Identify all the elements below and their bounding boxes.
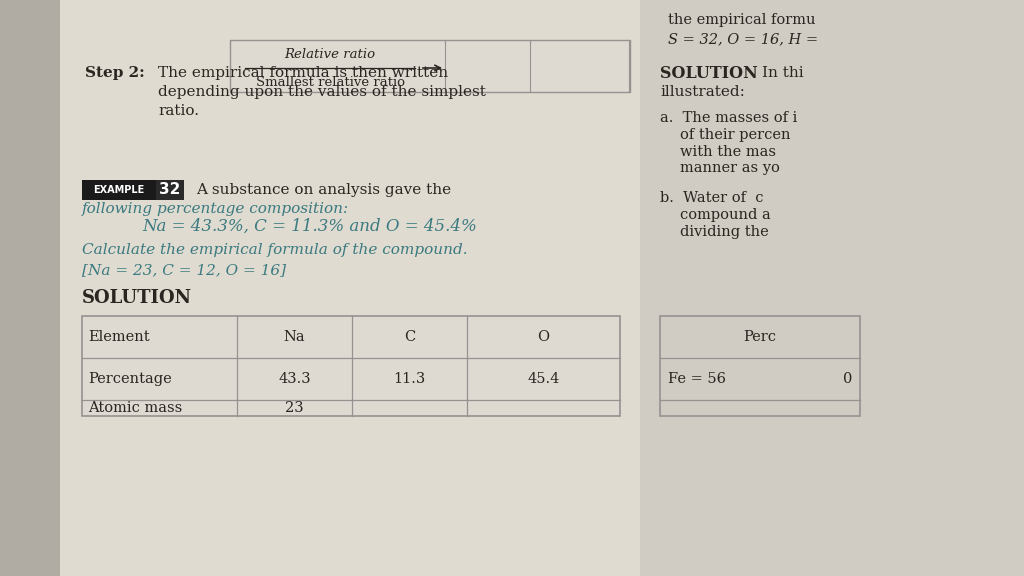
- Bar: [0, 0, 60, 576]
- Text: In thi: In thi: [762, 66, 804, 80]
- Text: The empirical formula is then written: The empirical formula is then written: [158, 66, 449, 80]
- Text: Atomic mass: Atomic mass: [88, 401, 182, 415]
- Text: SOLUTION: SOLUTION: [660, 65, 758, 81]
- Text: the empirical formu: the empirical formu: [668, 13, 815, 27]
- Text: Element: Element: [88, 330, 150, 344]
- Text: Percentage: Percentage: [88, 372, 172, 386]
- Bar: [82, 316, 620, 416]
- Bar: [660, 316, 860, 416]
- Text: following percentage composition:: following percentage composition:: [82, 202, 349, 216]
- Text: illustrated:: illustrated:: [660, 85, 744, 99]
- Text: Na: Na: [284, 330, 305, 344]
- Text: Fe = 56: Fe = 56: [668, 372, 726, 386]
- Text: 11.3: 11.3: [393, 372, 426, 386]
- Text: C: C: [403, 330, 415, 344]
- Bar: [156, 180, 184, 200]
- Text: Step 2:: Step 2:: [85, 66, 144, 80]
- Text: 0: 0: [843, 372, 852, 386]
- Text: compound a: compound a: [680, 208, 771, 222]
- Text: ratio.: ratio.: [158, 104, 199, 118]
- Text: A substance on analysis gave the: A substance on analysis gave the: [196, 183, 452, 197]
- Text: O: O: [538, 330, 550, 344]
- Bar: [660, 316, 860, 416]
- Text: Relative ratio: Relative ratio: [285, 47, 376, 60]
- Text: a.  The masses of i: a. The masses of i: [660, 111, 798, 125]
- Text: dividing the: dividing the: [680, 225, 769, 239]
- Bar: [230, 40, 630, 92]
- Bar: [60, 0, 640, 576]
- Text: EXAMPLE: EXAMPLE: [93, 185, 144, 195]
- Text: with the mas: with the mas: [680, 145, 776, 159]
- Text: Perc: Perc: [743, 330, 776, 344]
- Text: [Na = 23, C = 12, O = 16]: [Na = 23, C = 12, O = 16]: [82, 263, 286, 277]
- Text: S = 32, O = 16, H =: S = 32, O = 16, H =: [668, 32, 818, 46]
- Text: 23: 23: [286, 401, 304, 415]
- Text: 45.4: 45.4: [527, 372, 560, 386]
- Text: Na = 43.3%, C = 11.3% and O = 45.4%: Na = 43.3%, C = 11.3% and O = 45.4%: [142, 218, 477, 234]
- Text: SOLUTION: SOLUTION: [82, 289, 193, 307]
- Bar: [82, 180, 156, 200]
- Text: manner as yo: manner as yo: [680, 161, 780, 175]
- Bar: [82, 316, 620, 416]
- Bar: [640, 0, 1024, 576]
- Text: of their percen: of their percen: [680, 128, 791, 142]
- Text: 43.3: 43.3: [279, 372, 311, 386]
- Text: depending upon the values of the simplest: depending upon the values of the simples…: [158, 85, 485, 99]
- Text: b.  Water of  c: b. Water of c: [660, 191, 764, 205]
- Text: 32: 32: [160, 183, 180, 198]
- Text: Smallest relative ratio: Smallest relative ratio: [256, 75, 404, 89]
- Text: Calculate the empirical formula of the compound.: Calculate the empirical formula of the c…: [82, 243, 468, 257]
